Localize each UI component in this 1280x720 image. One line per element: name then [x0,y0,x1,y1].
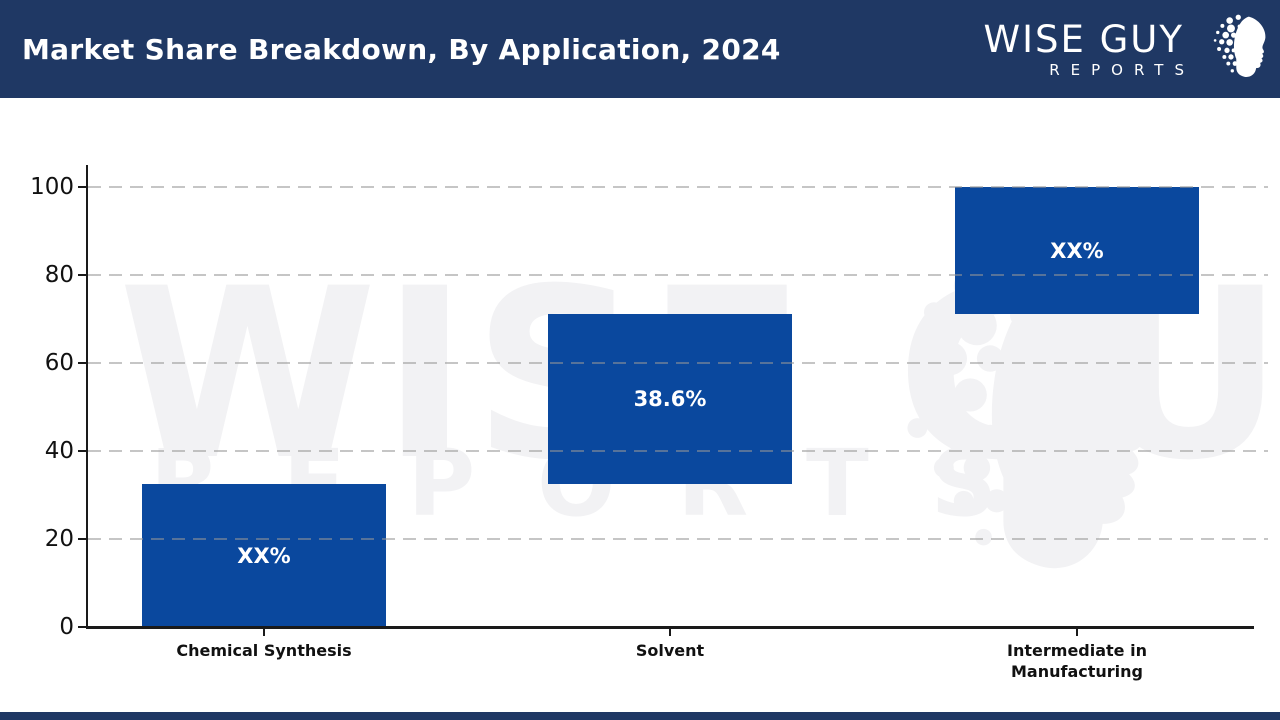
bar-value-label: 38.6% [633,387,707,412]
y-axis-line [86,165,88,629]
gridline [88,186,1268,188]
x-category-label: Intermediate in Manufacturing [1007,641,1147,681]
y-tick-label: 80 [44,262,74,288]
bar-segment: XX% [142,484,386,627]
y-tick-label: 40 [44,438,74,464]
y-tick-mark [78,274,86,276]
bar-segment: 38.6% [548,314,792,485]
page-title: Market Share Breakdown, By Application, … [22,32,781,66]
y-tick-label: 100 [30,174,74,200]
x-tick-mark [263,629,265,636]
y-tick-mark [78,538,86,540]
x-axis-line [86,626,1254,629]
gridline [88,274,1268,276]
y-tick-label: 60 [44,350,74,376]
bar-value-label: XX% [237,543,291,568]
logo-head-dots-icon [1213,14,1266,78]
gridline [88,362,1268,364]
x-tick-mark [1076,629,1078,636]
y-tick-label: 20 [44,526,74,552]
logo-wordmark-line1: WISE GUY [983,17,1184,61]
gridline [88,538,1268,540]
bar-segment: XX% [955,187,1199,314]
x-category-label: Chemical Synthesis [176,641,352,660]
header-bar: Market Share Breakdown, By Application, … [0,0,1280,98]
footer-bar [0,712,1280,720]
y-tick-mark [78,450,86,452]
y-tick-mark [78,186,86,188]
gridline [88,450,1268,452]
y-tick-mark [78,626,86,628]
y-tick-label: 0 [59,614,74,640]
bar-value-label: XX% [1050,238,1104,263]
x-category-label: Solvent [635,641,705,660]
wiseguy-logo: WISE GUY REPORTS [984,6,1272,92]
y-tick-mark [78,362,86,364]
x-tick-mark [669,629,671,636]
logo-wordmark: WISE GUY REPORTS [983,17,1185,79]
logo-wordmark-line2: REPORTS [1049,60,1195,79]
